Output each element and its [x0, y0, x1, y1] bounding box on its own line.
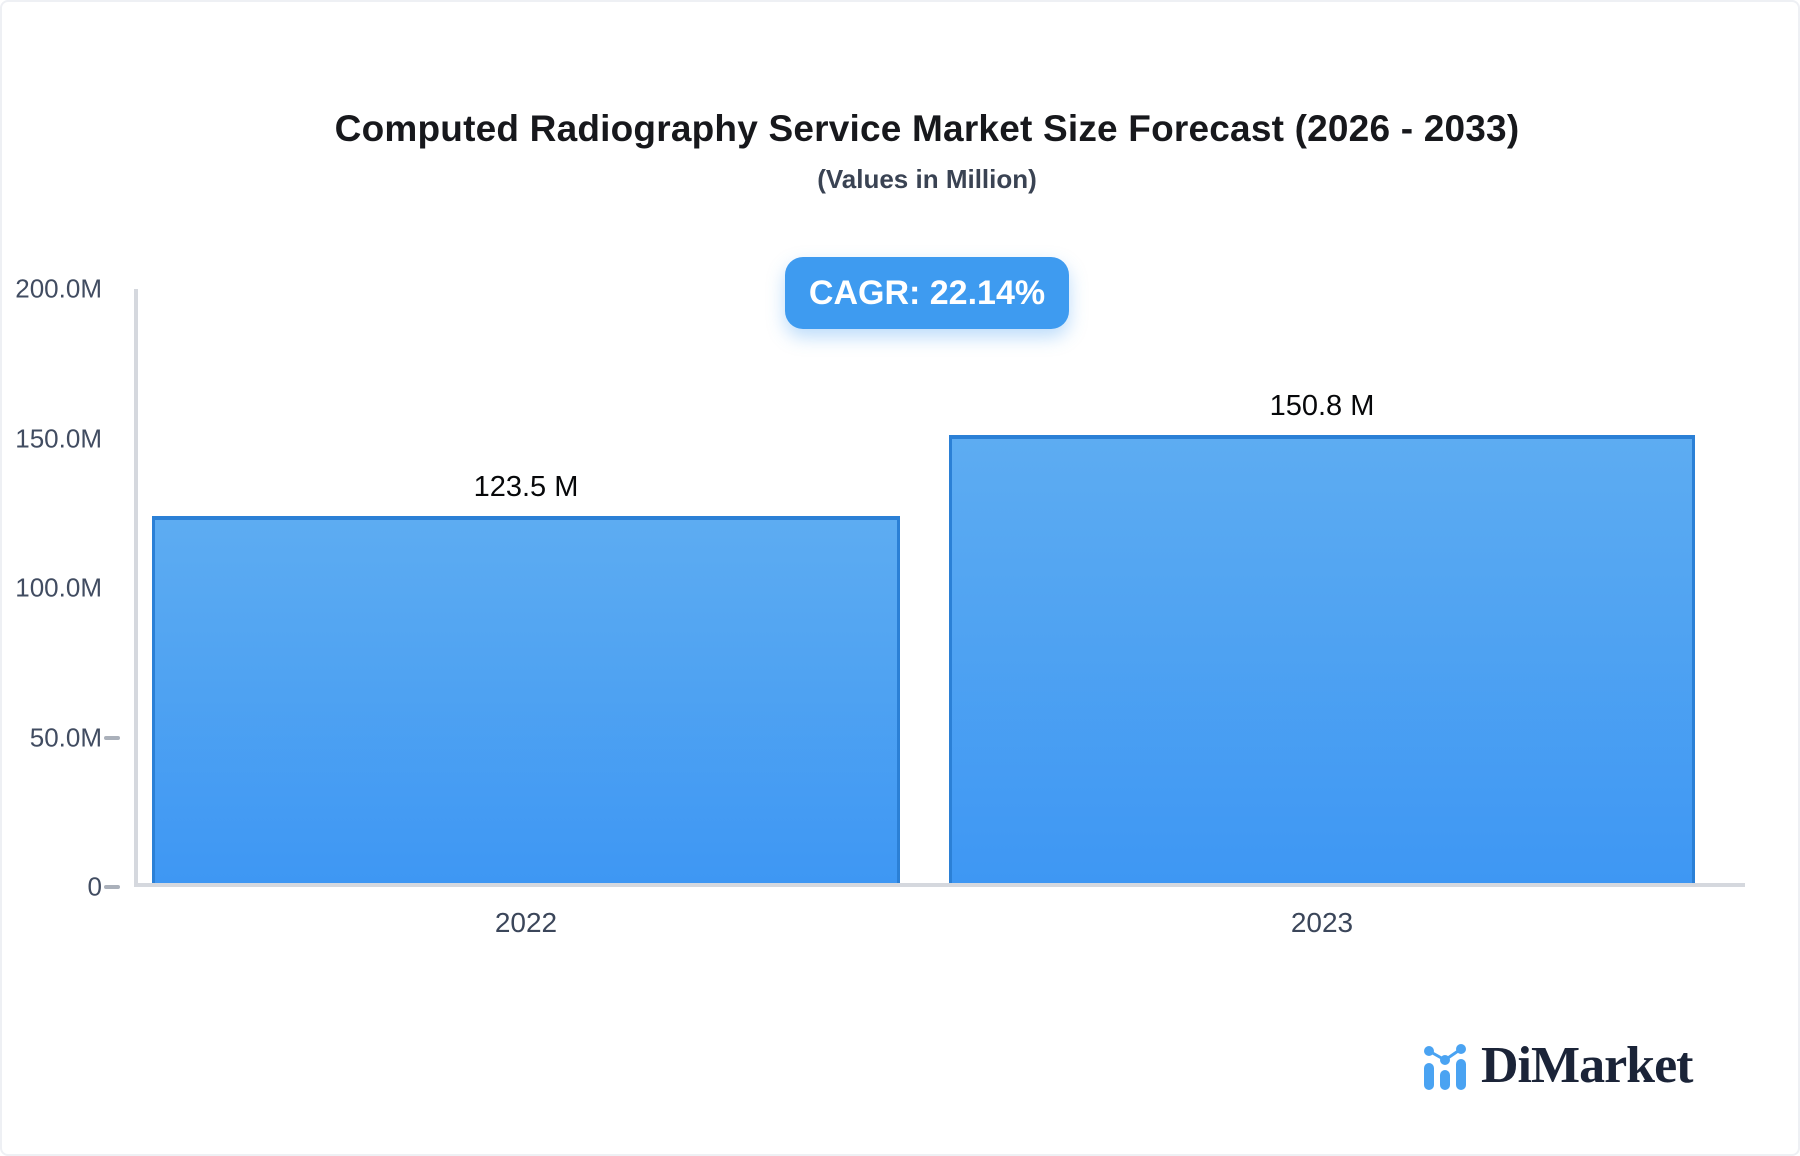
y-axis-tick-label: 200.0M: [15, 273, 102, 304]
brand-logo: DiMarket: [1422, 1037, 1693, 1094]
bar-group-2023: 150.8 M 2023: [949, 289, 1695, 938]
x-axis-label-2023: 2023: [1290, 907, 1354, 938]
y-axis-tick-label: 0: [87, 871, 102, 902]
bar-group-2022: 123.5 M 2022: [152, 289, 900, 938]
cagr-badge: CAGR: 22.14%: [785, 257, 1069, 329]
chart-title: Computed Radiography Service Market Size…: [334, 108, 1520, 149]
y-axis-tick-label: 100.0M: [15, 572, 102, 603]
y-axis: 200.0M 150.0M 100.0M 50.0M 0: [12, 274, 120, 902]
y-axis-tick-label: 50.0M: [29, 722, 102, 752]
bar-2022: [152, 516, 900, 883]
bar-2023: [949, 435, 1695, 883]
mini-bar-chart-icon: [1424, 1044, 1466, 1090]
bar-value-label: 150.8 M: [1269, 390, 1375, 423]
plot-area: 123.5 M 2022 150.8 M 2023: [134, 289, 1745, 938]
brand-name: DiMarket: [1481, 1037, 1693, 1094]
y-axis-tick-mark: [104, 885, 120, 889]
chart-subtitle: (Values in Million): [817, 164, 1037, 194]
bar-value-label: 123.5 M: [473, 471, 579, 504]
y-axis-tick-mark: [104, 735, 120, 740]
x-axis-label-2022: 2022: [494, 907, 558, 938]
y-axis-tick-label: 150.0M: [15, 423, 102, 453]
